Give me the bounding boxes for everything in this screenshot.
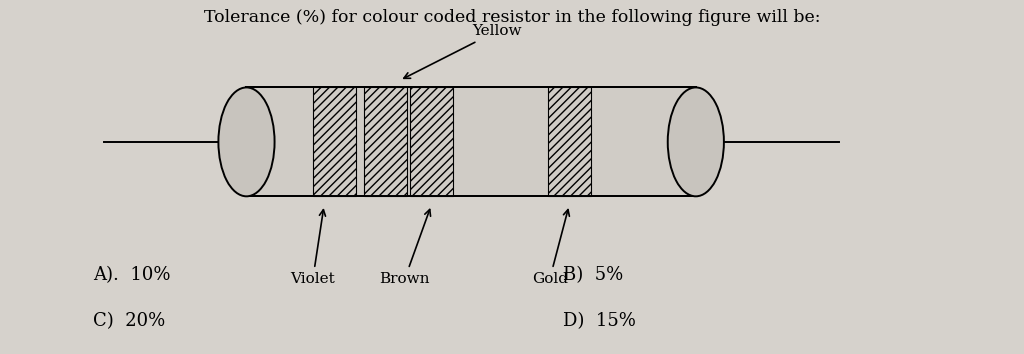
Text: Tolerance (%) for colour coded resistor in the following figure will be:: Tolerance (%) for colour coded resistor … (204, 9, 820, 26)
Text: Gold: Gold (531, 210, 569, 286)
Text: Brown: Brown (380, 210, 430, 286)
Text: Yellow: Yellow (403, 24, 521, 78)
Bar (313, 87, 355, 196)
Text: C)  20%: C) 20% (93, 312, 166, 330)
Bar (364, 87, 407, 196)
Text: Violet: Violet (291, 210, 335, 286)
Ellipse shape (218, 87, 274, 196)
Bar (247, 87, 696, 196)
Text: A).  10%: A). 10% (93, 266, 171, 284)
Bar (247, 87, 696, 196)
Ellipse shape (668, 87, 724, 196)
Bar (410, 87, 453, 196)
Text: D)  15%: D) 15% (563, 312, 636, 330)
Bar (548, 87, 591, 196)
Text: B)  5%: B) 5% (563, 266, 624, 284)
